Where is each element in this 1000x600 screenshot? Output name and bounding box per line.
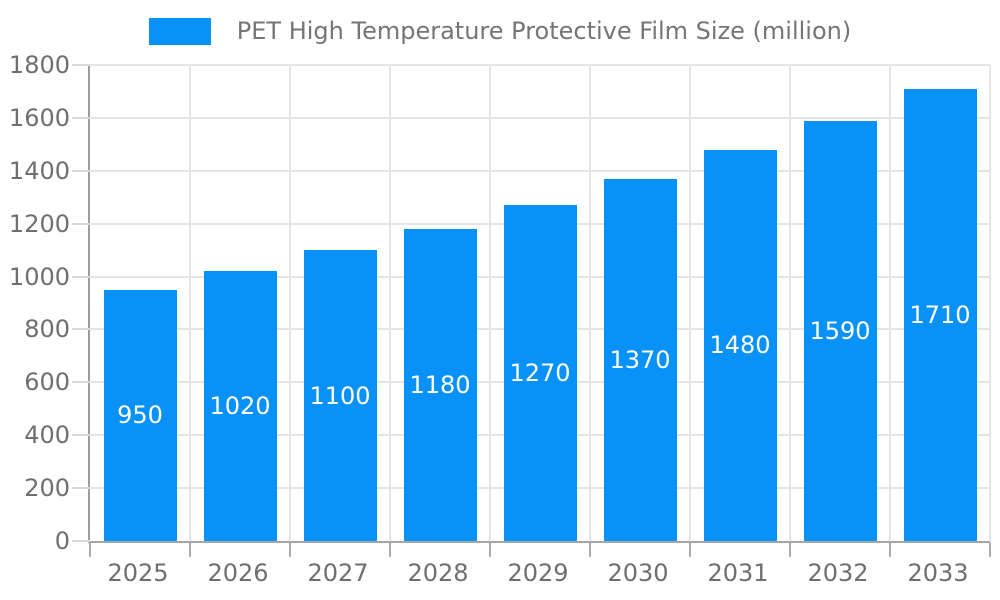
bar-2031: 1480 — [703, 149, 777, 541]
bar-value-label: 1100 — [309, 381, 371, 410]
gridline-vertical — [689, 65, 691, 541]
y-tick-label: 400 — [24, 421, 70, 450]
x-tick-label: 2032 — [807, 559, 869, 587]
gridline-vertical — [189, 65, 191, 541]
y-tick-label: 200 — [24, 474, 70, 503]
gridline-horizontal — [90, 169, 990, 172]
bar-2032: 1590 — [803, 120, 877, 541]
legend-label: PET High Temperature Protective Film Siz… — [236, 17, 852, 45]
gridline-vertical — [989, 65, 991, 541]
bar-value-label: 1180 — [409, 370, 471, 399]
x-axis-tick — [489, 543, 491, 557]
y-tick-label: 800 — [24, 315, 70, 344]
bar-value-label: 950 — [117, 401, 163, 430]
y-axis-tick — [72, 169, 90, 172]
bar-value-label: 1270 — [509, 359, 571, 388]
bar-value-label: 1020 — [209, 392, 271, 421]
gridline-vertical — [289, 65, 291, 541]
x-axis-tick — [689, 543, 691, 557]
bar-2025: 950 — [103, 289, 177, 541]
bar-value-label: 1710 — [909, 300, 971, 329]
y-tick-label: 1000 — [8, 262, 70, 291]
bar-value-label: 1480 — [709, 331, 771, 360]
x-tick-label: 2033 — [907, 559, 969, 587]
x-axis-labels: 2025 2026 2027 2028 2029 2030 2031 2032 2033 — [88, 558, 988, 592]
y-axis-labels: 0 200 400 600 800 1000 1200 1400 1600 1800 — [0, 51, 70, 555]
x-tick-label: 2026 — [207, 559, 269, 587]
x-tick-label: 2025 — [107, 559, 169, 587]
bar-2033: 1710 — [903, 88, 977, 541]
x-axis-tick — [989, 543, 991, 557]
legend-swatch — [148, 17, 211, 45]
x-tick-label: 2029 — [507, 559, 569, 587]
y-axis-tick — [72, 275, 90, 278]
gridline-horizontal — [90, 116, 990, 119]
y-axis-tick — [72, 381, 90, 384]
gridline-vertical — [589, 65, 591, 541]
plot-area: 950 1020 1100 1180 1270 1370 1480 1590 1710 — [72, 64, 991, 557]
x-axis-tick — [89, 543, 91, 557]
bar-2027: 1100 — [303, 250, 377, 541]
x-axis-tick — [289, 543, 291, 557]
y-axis-tick — [72, 64, 90, 67]
gridline-vertical — [889, 65, 891, 541]
gridline-vertical — [789, 65, 791, 541]
x-axis-tick — [889, 543, 891, 557]
y-tick-label: 0 — [54, 527, 70, 555]
bar-value-label: 1370 — [609, 345, 671, 374]
x-axis-tick — [789, 543, 791, 557]
bar-value-label: 1590 — [809, 316, 871, 345]
y-tick-label: 1200 — [8, 209, 70, 238]
x-axis-tick — [189, 543, 191, 557]
x-axis-tick — [389, 543, 391, 557]
legend: PET High Temperature Protective Film Siz… — [0, 17, 1000, 45]
gridline-horizontal — [90, 64, 990, 67]
y-axis-tick — [72, 434, 90, 437]
y-tick-label: 1400 — [8, 156, 70, 185]
bar-2026: 1020 — [203, 271, 277, 541]
y-tick-label: 600 — [24, 368, 70, 397]
y-tick-label: 1600 — [8, 103, 70, 132]
x-tick-label: 2030 — [607, 559, 669, 587]
x-tick-label: 2031 — [707, 559, 769, 587]
y-axis-tick — [72, 222, 90, 225]
x-axis-tick — [589, 543, 591, 557]
y-axis-tick — [72, 116, 90, 119]
gridline-vertical — [389, 65, 391, 541]
bar-2029: 1270 — [503, 205, 577, 541]
y-axis-tick — [72, 540, 90, 542]
y-axis-tick — [72, 328, 90, 331]
y-axis-tick — [72, 487, 90, 490]
gridline-vertical — [489, 65, 491, 541]
y-tick-label: 1800 — [8, 51, 70, 79]
x-tick-label: 2028 — [407, 559, 469, 587]
bar-2028: 1180 — [403, 228, 477, 541]
bar-2030: 1370 — [603, 178, 677, 541]
x-tick-label: 2027 — [307, 559, 369, 587]
